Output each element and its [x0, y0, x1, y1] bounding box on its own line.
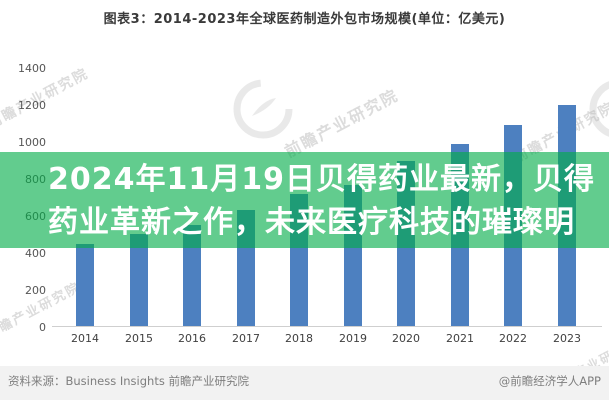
y-axis-tick-label: 200 [25, 284, 46, 297]
x-axis-line [52, 326, 602, 327]
y-axis-tick-label: 0 [39, 321, 46, 334]
qianzhan-logo-watermark [589, 81, 609, 137]
headline-banner-overlay: 2024年11月19日贝得药业最新，贝得 药业革新之作，未来医疗科技的璀璨明 [0, 152, 609, 248]
headline-line-2: 药业革新之作，未来医疗科技的璀璨明 [48, 205, 575, 240]
x-axis-tick-label: 2016 [178, 332, 206, 345]
x-axis-tick-label: 2019 [339, 332, 367, 345]
y-axis-tick-label: 1000 [18, 136, 46, 149]
bar-2014 [76, 244, 94, 326]
headline-line-1: 2024年11月19日贝得药业最新，贝得 [48, 162, 595, 197]
x-axis-tick-label: 2014 [71, 332, 99, 345]
x-axis-tick-label: 2018 [285, 332, 313, 345]
data-source-text: 资料来源：Business Insights 前瞻产业研究院 [8, 374, 249, 388]
y-axis-tick-label: 400 [25, 247, 46, 260]
qianzhan-logo-watermark [233, 79, 293, 139]
bar-2016 [183, 225, 201, 326]
x-axis-tick-label: 2015 [125, 332, 153, 345]
x-axis-tick-label: 2022 [499, 332, 527, 345]
chart-title: 图表3：2014-2023年全球医药制造外包市场规模(单位：亿美元) [103, 12, 506, 27]
watermark-text: 前瞻产业研究院 [281, 85, 402, 162]
y-axis-tick-label: 1400 [18, 62, 46, 75]
x-axis-tick-label: 2017 [232, 332, 260, 345]
x-axis-tick-label: 2020 [392, 332, 420, 345]
x-axis-tick-label: 2021 [446, 332, 474, 345]
y-axis-tick-label: 1200 [18, 99, 46, 112]
credit-text: @前瞻经济学人APP [498, 374, 601, 388]
x-axis-tick-label: 2023 [553, 332, 581, 345]
footer-bar: 资料来源：Business Insights 前瞻产业研究院 @前瞻经济学人AP… [0, 366, 609, 400]
bar-2015 [130, 234, 148, 326]
